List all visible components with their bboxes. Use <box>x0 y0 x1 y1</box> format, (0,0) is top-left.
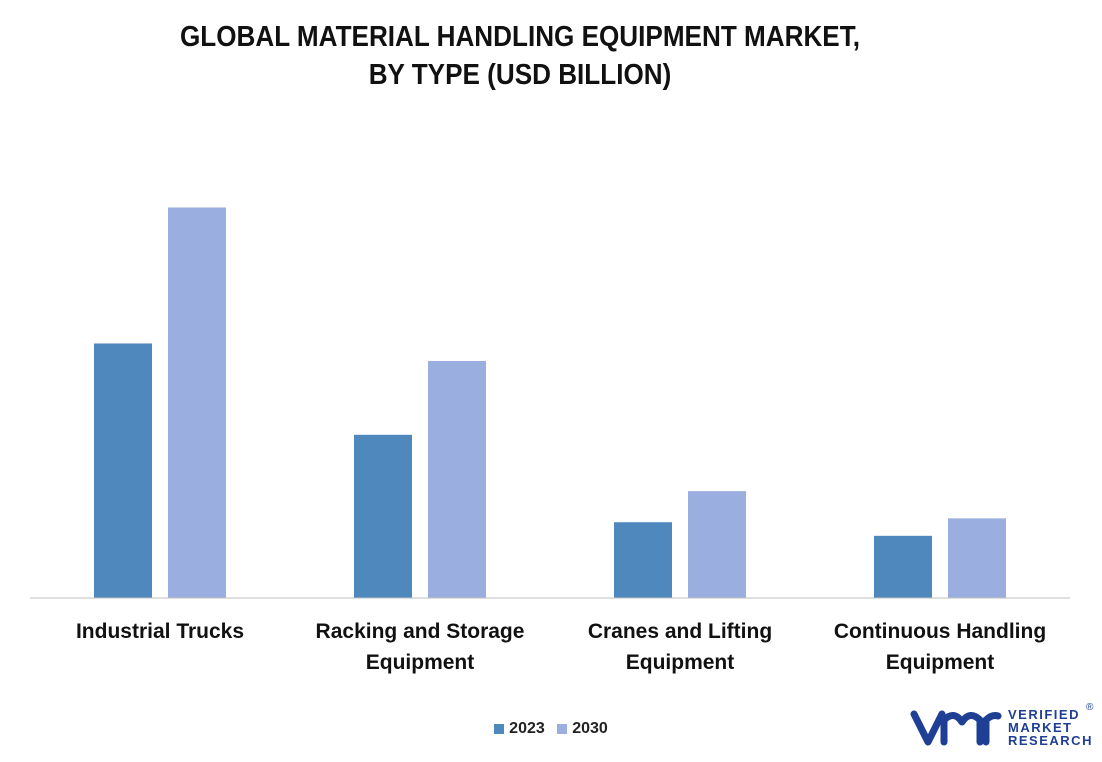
bar-2023-category-3 <box>614 522 672 598</box>
category-label-1: Industrial Trucks <box>35 616 285 647</box>
bar-2030-category-4 <box>948 518 1006 598</box>
category-label-4-line-2: Equipment <box>885 651 995 674</box>
bar-2023-category-1 <box>94 343 152 598</box>
bar-2030-category-3 <box>688 491 746 598</box>
chart-title-line-2: BY TYPE (USD BILLION) <box>368 59 672 91</box>
logo-line-1: VERIFIED <box>1008 707 1080 722</box>
legend-label-2023: 2023 <box>509 720 545 737</box>
bar-2023-category-2 <box>354 434 412 598</box>
legend-label-2030: 2030 <box>572 720 608 737</box>
category-label-3-line-1: Cranes and Lifting <box>587 620 773 643</box>
category-label-3-line-2: Equipment <box>625 651 735 674</box>
chart-title: GLOBAL MATERIAL HANDLING EQUIPMENT MARKE… <box>106 18 934 94</box>
vmr-logo: VERIFIED MARKET RESEARCH ® <box>910 702 1100 752</box>
logo-line-3: RESEARCH <box>1008 733 1093 748</box>
bar-2030-category-2 <box>428 360 486 598</box>
legend-item-2023: 2023 <box>494 720 545 738</box>
category-label-2-line-1: Racking and Storage <box>315 620 525 643</box>
category-label-4: Continuous Handling Equipment <box>815 616 1065 678</box>
vmr-logo-text: VERIFIED MARKET RESEARCH <box>1008 708 1093 747</box>
category-label-1-line-1: Industrial Trucks <box>75 620 245 643</box>
bar-2023-category-4 <box>874 535 932 598</box>
category-label-4-line-1: Continuous Handling <box>833 620 1047 643</box>
bars-group <box>94 207 1006 598</box>
legend-swatch-2023 <box>494 724 505 734</box>
legend: 2023 2030 <box>0 720 1102 739</box>
category-label-2: Racking and Storage Equipment <box>295 616 545 678</box>
bar-2030-category-1 <box>168 207 226 598</box>
legend-item-2030: 2030 <box>557 720 608 738</box>
category-label-2-line-2: Equipment <box>365 651 475 674</box>
vmr-logo-mark-icon <box>910 710 1002 746</box>
category-label-3: Cranes and Lifting Equipment <box>555 616 805 678</box>
logo-line-2: MARKET <box>1008 720 1073 735</box>
registered-mark: ® <box>1086 702 1094 713</box>
chart-title-line-1: GLOBAL MATERIAL HANDLING EQUIPMENT MARKE… <box>179 21 861 53</box>
legend-swatch-2030 <box>557 724 568 734</box>
